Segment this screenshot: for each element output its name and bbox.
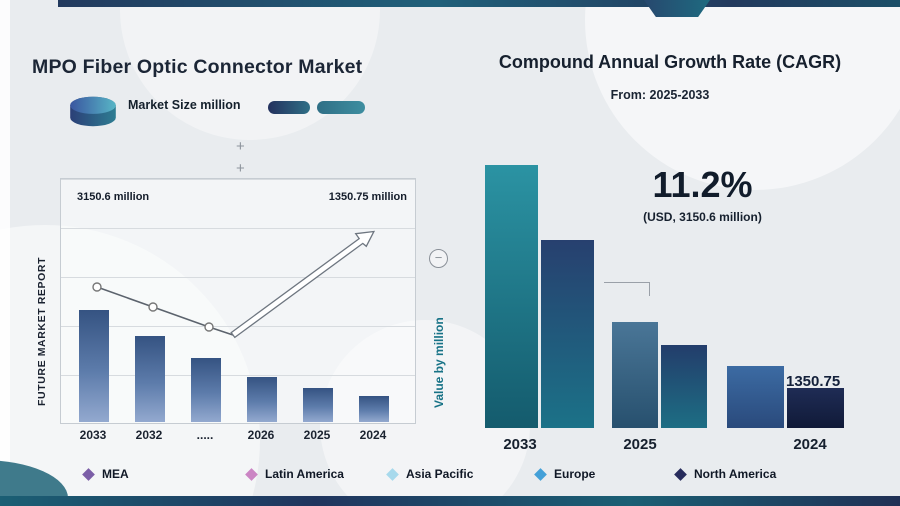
bottom-border-strip	[0, 496, 900, 506]
legend-label: MEA	[102, 467, 129, 481]
legend-diamond-icon	[386, 467, 399, 481]
cagr-bar	[787, 388, 844, 428]
cagr-title: Compound Annual Growth Rate (CAGR)	[498, 52, 842, 72]
cagr-value: 11.2%	[652, 164, 753, 205]
left-chart-x-axis: 2033 2032..... 2026 2025 2024	[78, 428, 418, 442]
top-border-strip	[58, 0, 900, 7]
left-x-axis-label: 2033	[79, 428, 107, 442]
market-size-cylinder-icon	[70, 96, 116, 127]
plus-decoration: +	[236, 138, 245, 155]
left-x-axis-label: 2026	[247, 428, 275, 442]
legend-diamond-icon	[82, 467, 95, 481]
market-size-chart: 3150.6 million 1350.75 million	[60, 178, 416, 424]
legend-item: MEA	[82, 467, 129, 481]
top-border-notch	[644, 0, 710, 17]
corner-wedge	[0, 460, 68, 498]
decorative-pill	[317, 101, 365, 114]
left-x-axis-label: 2032	[135, 428, 163, 442]
trend-line-arrow	[92, 230, 376, 339]
legend-label: Latin America	[265, 467, 344, 481]
cagr-bar	[485, 165, 538, 428]
cagr-bar	[661, 345, 707, 428]
plus-decoration: +	[236, 160, 245, 177]
market-size-bar	[79, 310, 109, 422]
right-x-axis-label: 2033	[503, 436, 537, 453]
legend-diamond-icon	[245, 467, 258, 481]
left-x-axis-label: .....	[196, 428, 214, 442]
left-x-axis-label: 2024	[359, 428, 387, 442]
cagr-bar	[541, 240, 594, 428]
market-size-bar	[303, 388, 333, 422]
legend-diamond-icon	[674, 467, 687, 481]
decorative-bracket	[604, 282, 650, 296]
cagr-bar	[612, 322, 658, 428]
minus-circle-icon: −	[429, 249, 448, 268]
left-edge-strip	[0, 0, 10, 506]
legend-label: North America	[694, 467, 777, 481]
page-title: MPO Fiber Optic Connector Market	[32, 56, 363, 78]
legend-label: Europe	[554, 467, 596, 481]
legend-diamond-icon	[534, 467, 547, 481]
market-size-bar	[191, 358, 221, 422]
annotation-end-value: 1350.75 million	[328, 191, 407, 203]
legend-item: North America	[674, 467, 777, 481]
bar-value-label: 1350.75	[786, 373, 841, 390]
cagr-subtitle: From: 2025-2033	[610, 88, 710, 102]
right-x-axis-label: 2025	[623, 436, 657, 453]
left-chart-y-axis-label: FUTURE MARKET REPORT	[36, 256, 48, 406]
legend-item: Europe	[534, 467, 596, 481]
cagr-bar	[727, 366, 784, 428]
left-x-axis-label: 2025	[303, 428, 331, 442]
cagr-note: (USD, 3150.6 million)	[643, 210, 762, 224]
left-chart-bars	[79, 310, 401, 422]
market-size-bar	[359, 396, 389, 422]
market-size-bar	[135, 336, 165, 422]
market-size-label: Market Size million	[128, 98, 241, 112]
annotation-start-value: 3150.6 million	[77, 191, 150, 203]
market-size-bar	[247, 377, 277, 422]
right-x-axis-label: 2024	[793, 436, 827, 453]
right-chart-y-axis-label: Value by million	[432, 317, 446, 408]
legend-label: Asia Pacific	[406, 467, 474, 481]
legend-item: Latin America	[245, 467, 344, 481]
legend-item: Asia Pacific	[386, 467, 474, 481]
decorative-pill	[268, 101, 310, 114]
